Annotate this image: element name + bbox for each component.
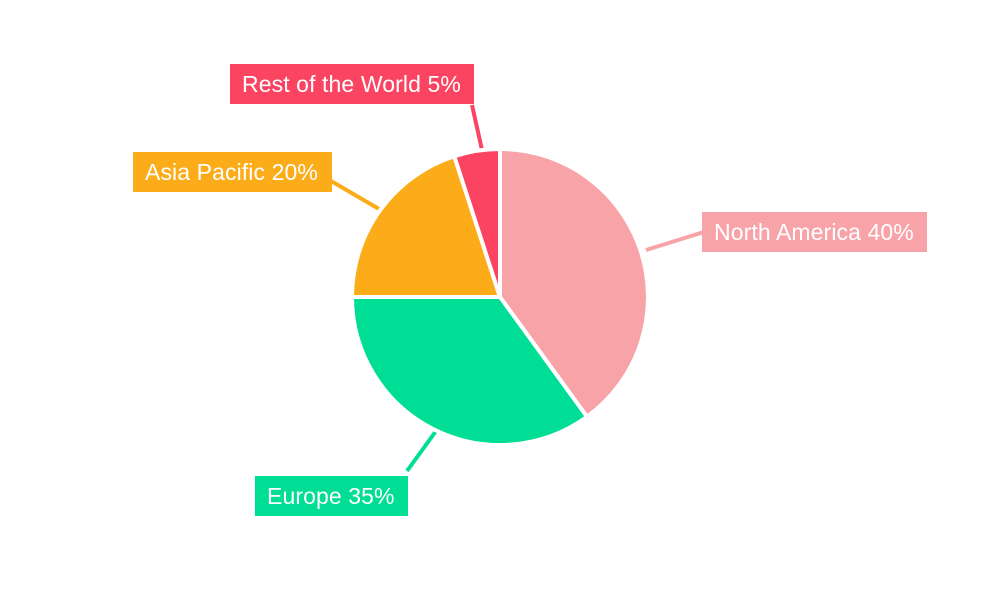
pie-slice-europe[interactable] [350,295,589,447]
leader-line-rest-of-the-world [470,104,484,151]
pie-slice-north-america[interactable] [498,147,650,419]
pie-label-asia-pacific: Asia Pacific 20% [133,152,332,192]
leader-line-group [329,104,705,473]
pie-label-rest-of-the-world: Rest of the World 5% [230,64,474,104]
leader-line-asia-pacific [329,179,388,215]
pie-slice-asia-pacific[interactable] [350,154,502,299]
pie-slice-group [350,147,650,447]
pie-label-europe: Europe 35% [255,476,408,516]
leader-line-north-america [645,230,705,252]
pie-slice-rest-of-the-world[interactable] [452,147,502,299]
leader-line-europe [405,429,438,473]
pie-label-north-america: North America 40% [702,212,927,252]
